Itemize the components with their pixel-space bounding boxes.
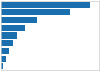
Bar (1, 17, 37, 23)
Bar (1, 33, 17, 38)
Bar (1, 25, 25, 31)
Bar (1, 2, 90, 8)
Bar (1, 56, 6, 62)
Bar (1, 63, 3, 69)
Bar (1, 48, 9, 54)
Bar (1, 40, 13, 46)
Bar (1, 9, 70, 15)
